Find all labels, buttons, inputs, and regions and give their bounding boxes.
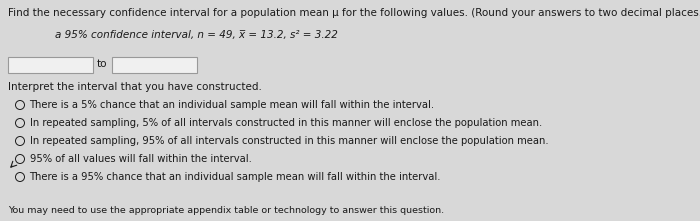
- Text: There is a 95% chance that an individual sample mean will fall within the interv: There is a 95% chance that an individual…: [29, 172, 441, 182]
- Text: to: to: [97, 59, 108, 69]
- Text: In repeated sampling, 95% of all intervals constructed in this manner will enclo: In repeated sampling, 95% of all interva…: [29, 136, 548, 146]
- Text: Find the necessary confidence interval for a population mean μ for the following: Find the necessary confidence interval f…: [8, 8, 700, 18]
- Text: a 95% confidence interval, n = 49, x̅ = 13.2, s² = 3.22: a 95% confidence interval, n = 49, x̅ = …: [55, 30, 338, 40]
- Text: In repeated sampling, 5% of all intervals constructed in this manner will enclos: In repeated sampling, 5% of all interval…: [29, 118, 542, 128]
- Text: 95% of all values will fall within the interval.: 95% of all values will fall within the i…: [29, 154, 251, 164]
- Text: Interpret the interval that you have constructed.: Interpret the interval that you have con…: [8, 82, 262, 92]
- FancyBboxPatch shape: [112, 57, 197, 73]
- Text: You may need to use the appropriate appendix table or technology to answer this : You may need to use the appropriate appe…: [8, 206, 444, 215]
- FancyBboxPatch shape: [8, 57, 93, 73]
- Text: There is a 5% chance that an individual sample mean will fall within the interva: There is a 5% chance that an individual …: [29, 100, 435, 110]
